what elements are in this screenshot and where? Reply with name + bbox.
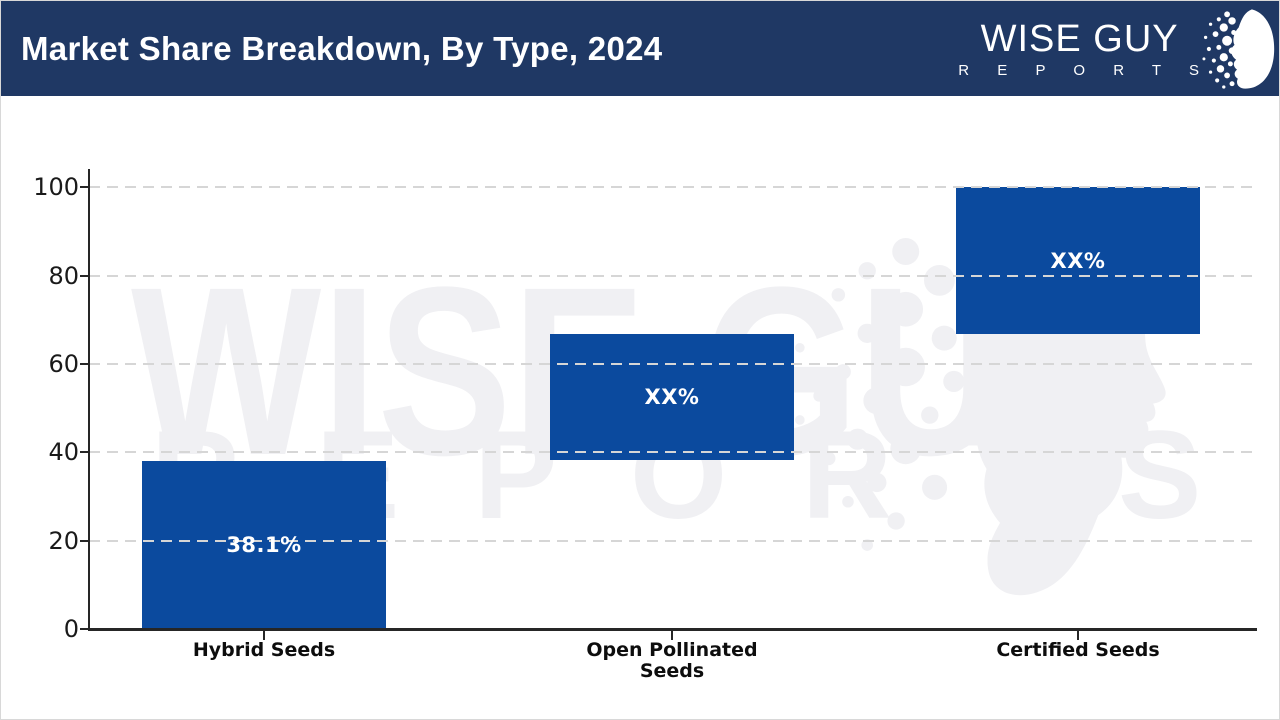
x-tick-mark bbox=[671, 631, 673, 640]
y-tick-mark bbox=[80, 451, 89, 453]
y-tick-mark bbox=[80, 363, 89, 365]
bar bbox=[142, 461, 386, 629]
y-tick-label: 60 bbox=[48, 350, 79, 378]
x-category-label: Certified Seeds bbox=[996, 639, 1160, 661]
bar bbox=[550, 334, 794, 460]
brand-wordmark: WISE GUY R E P O R T S bbox=[948, 20, 1211, 79]
y-tick-label: 100 bbox=[33, 173, 79, 201]
y-tick-mark bbox=[80, 275, 89, 277]
gridline bbox=[89, 540, 1257, 542]
bar-value-label: XX% bbox=[644, 385, 700, 409]
y-tick-label: 40 bbox=[48, 438, 79, 466]
wiseguy-head-icon bbox=[1202, 9, 1275, 89]
y-axis-spine bbox=[88, 169, 90, 631]
gridline bbox=[89, 451, 1257, 453]
y-tick-mark bbox=[80, 628, 89, 630]
brand-subtext: R E P O R T S bbox=[958, 61, 1211, 79]
y-tick-label: 80 bbox=[48, 262, 79, 290]
bar-value-label: XX% bbox=[1050, 248, 1106, 273]
y-tick-label: 0 bbox=[63, 615, 79, 643]
gridline bbox=[89, 363, 1257, 365]
header-bar: Market Share Breakdown, By Type, 2024 WI… bbox=[1, 1, 1279, 96]
gridline bbox=[89, 275, 1257, 277]
y-tick-mark bbox=[80, 540, 89, 542]
bar-value-label: 38.1% bbox=[226, 533, 302, 557]
x-axis-baseline bbox=[89, 628, 1257, 631]
x-category-label: Hybrid Seeds bbox=[192, 639, 336, 661]
brand-name: WISE GUY bbox=[980, 17, 1179, 60]
x-category-label: Open Pollinated Seeds bbox=[586, 639, 758, 682]
y-tick-mark bbox=[80, 186, 89, 188]
gridline bbox=[89, 186, 1257, 188]
x-tick-mark bbox=[1077, 631, 1079, 640]
page-title: Market Share Breakdown, By Type, 2024 bbox=[21, 29, 663, 67]
brand-logo: WISE GUY R E P O R T S bbox=[948, 4, 1275, 94]
y-tick-label: 20 bbox=[48, 527, 79, 555]
x-tick-mark bbox=[263, 631, 265, 640]
